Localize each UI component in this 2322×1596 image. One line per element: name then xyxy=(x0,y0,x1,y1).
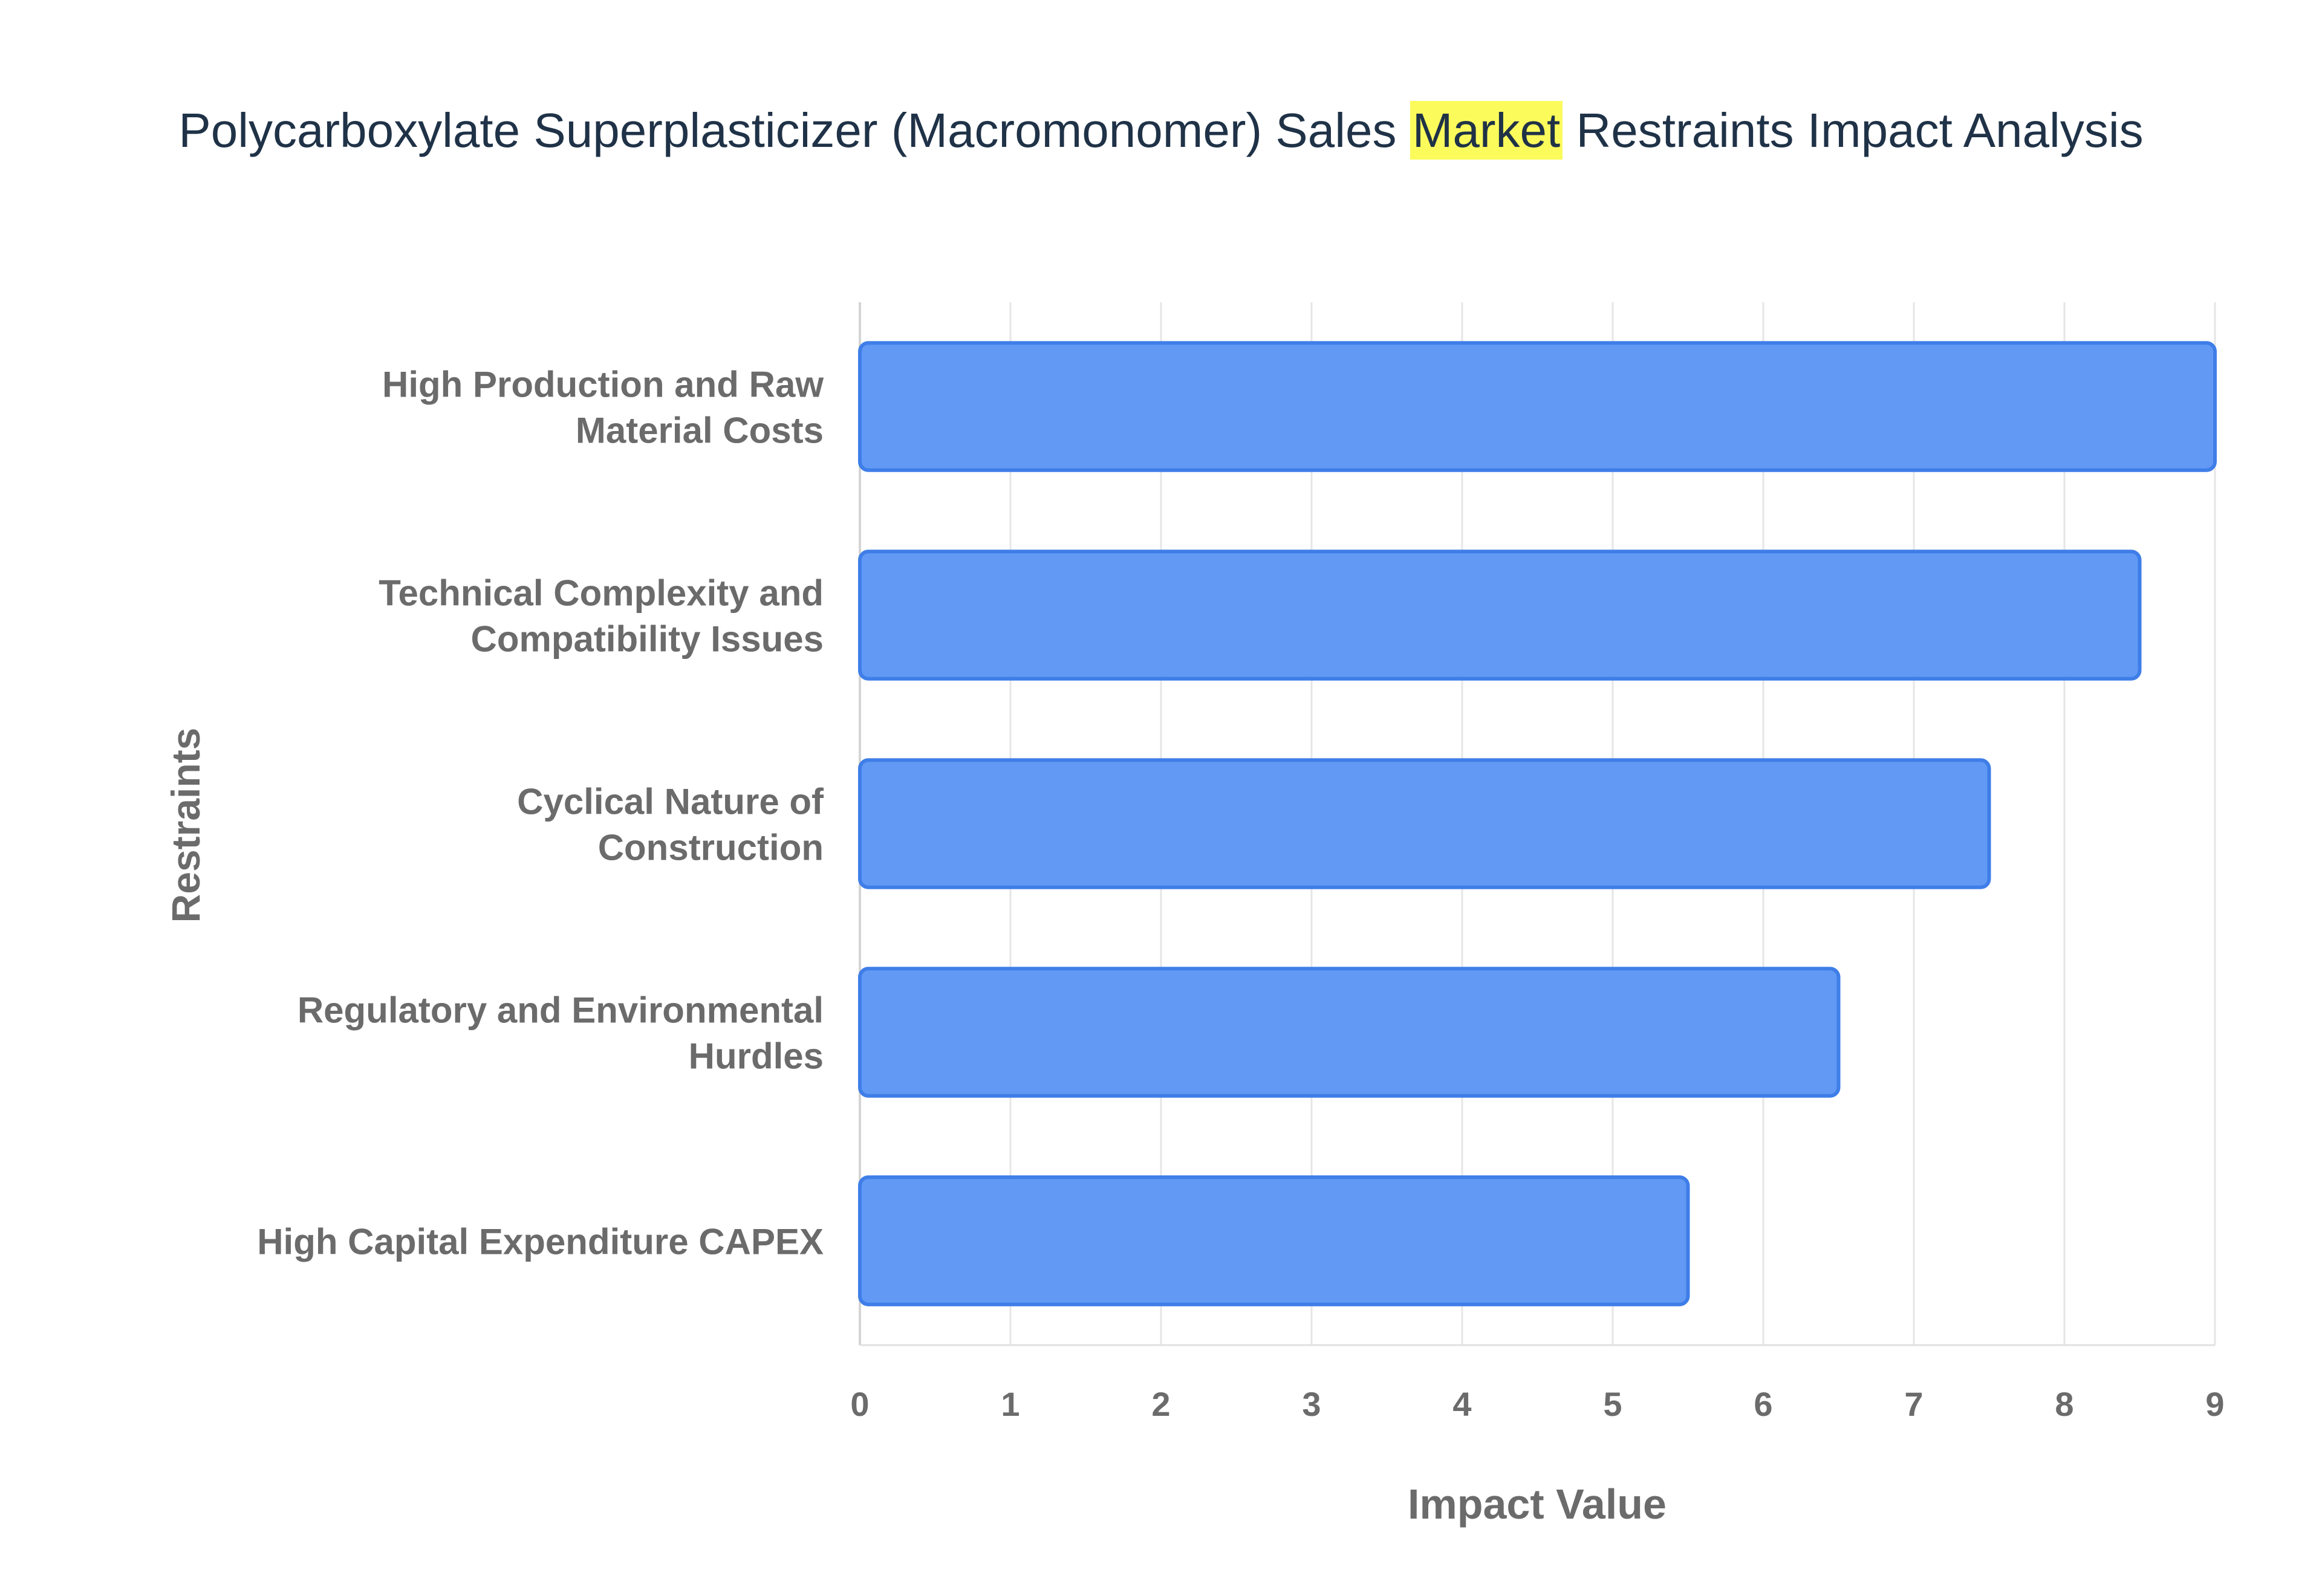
y-tick-labels: High Production and Raw Material Costs Tec… xyxy=(257,365,824,1262)
y-tick-label-line: Hurdles xyxy=(689,1036,824,1077)
y-tick-label: Technical Complexity and Compatibility Is… xyxy=(379,573,824,660)
y-tick-label-line: Compatibility Issues xyxy=(471,619,824,660)
x-tick-label: 6 xyxy=(1754,1385,1772,1423)
title-highlight: Market xyxy=(1410,101,1563,160)
bar xyxy=(858,1175,1690,1306)
y-tick-label-line: Technical Complexity and xyxy=(379,573,824,614)
bar xyxy=(858,967,1841,1098)
y-tick-label-line: Regulatory and Environmental xyxy=(298,990,824,1031)
title-text-before: Polycarboxylate Superplasticizer (Macrom… xyxy=(178,103,1410,157)
x-tick-labels: 0 1 2 3 4 5 6 7 8 9 xyxy=(850,1385,2224,1423)
bar xyxy=(858,550,2142,681)
x-tick-label: 9 xyxy=(2205,1385,2224,1423)
y-tick-label: High Production and Raw Material Costs xyxy=(382,365,824,451)
y-tick-label: Regulatory and Environmental Hurdles xyxy=(298,990,824,1077)
y-tick-label-line: High Capital Expenditure CAPEX xyxy=(257,1222,824,1262)
title-text-after: Restraints Impact Analysis xyxy=(1563,103,2144,157)
y-tick-label-line: Cyclical Nature of xyxy=(517,782,824,822)
x-tick-label: 5 xyxy=(1603,1385,1622,1423)
bars xyxy=(858,341,2217,1306)
x-tick-label: 3 xyxy=(1302,1385,1321,1423)
bar xyxy=(858,341,2217,472)
x-tick-label: 2 xyxy=(1151,1385,1170,1423)
y-tick-label: High Capital Expenditure CAPEX xyxy=(257,1222,824,1262)
x-tick-label: 8 xyxy=(2055,1385,2073,1423)
y-tick-label-line: Material Costs xyxy=(576,410,824,451)
chart-title: Polycarboxylate Superplasticizer (Macrom… xyxy=(0,101,2322,160)
x-tick-label: 4 xyxy=(1452,1385,1471,1423)
y-tick-label-line: High Production and Raw xyxy=(382,365,824,405)
x-axis-title: Impact Value xyxy=(1408,1481,1667,1528)
y-axis-title: Restraints xyxy=(163,728,208,923)
y-tick-label: Cyclical Nature of Construction xyxy=(517,782,824,868)
bar xyxy=(858,758,1991,889)
x-tick-label: 1 xyxy=(1001,1385,1020,1423)
x-tick-label: 0 xyxy=(850,1385,869,1423)
x-tick-label: 7 xyxy=(1904,1385,1923,1423)
y-tick-label-line: Construction xyxy=(598,828,824,868)
